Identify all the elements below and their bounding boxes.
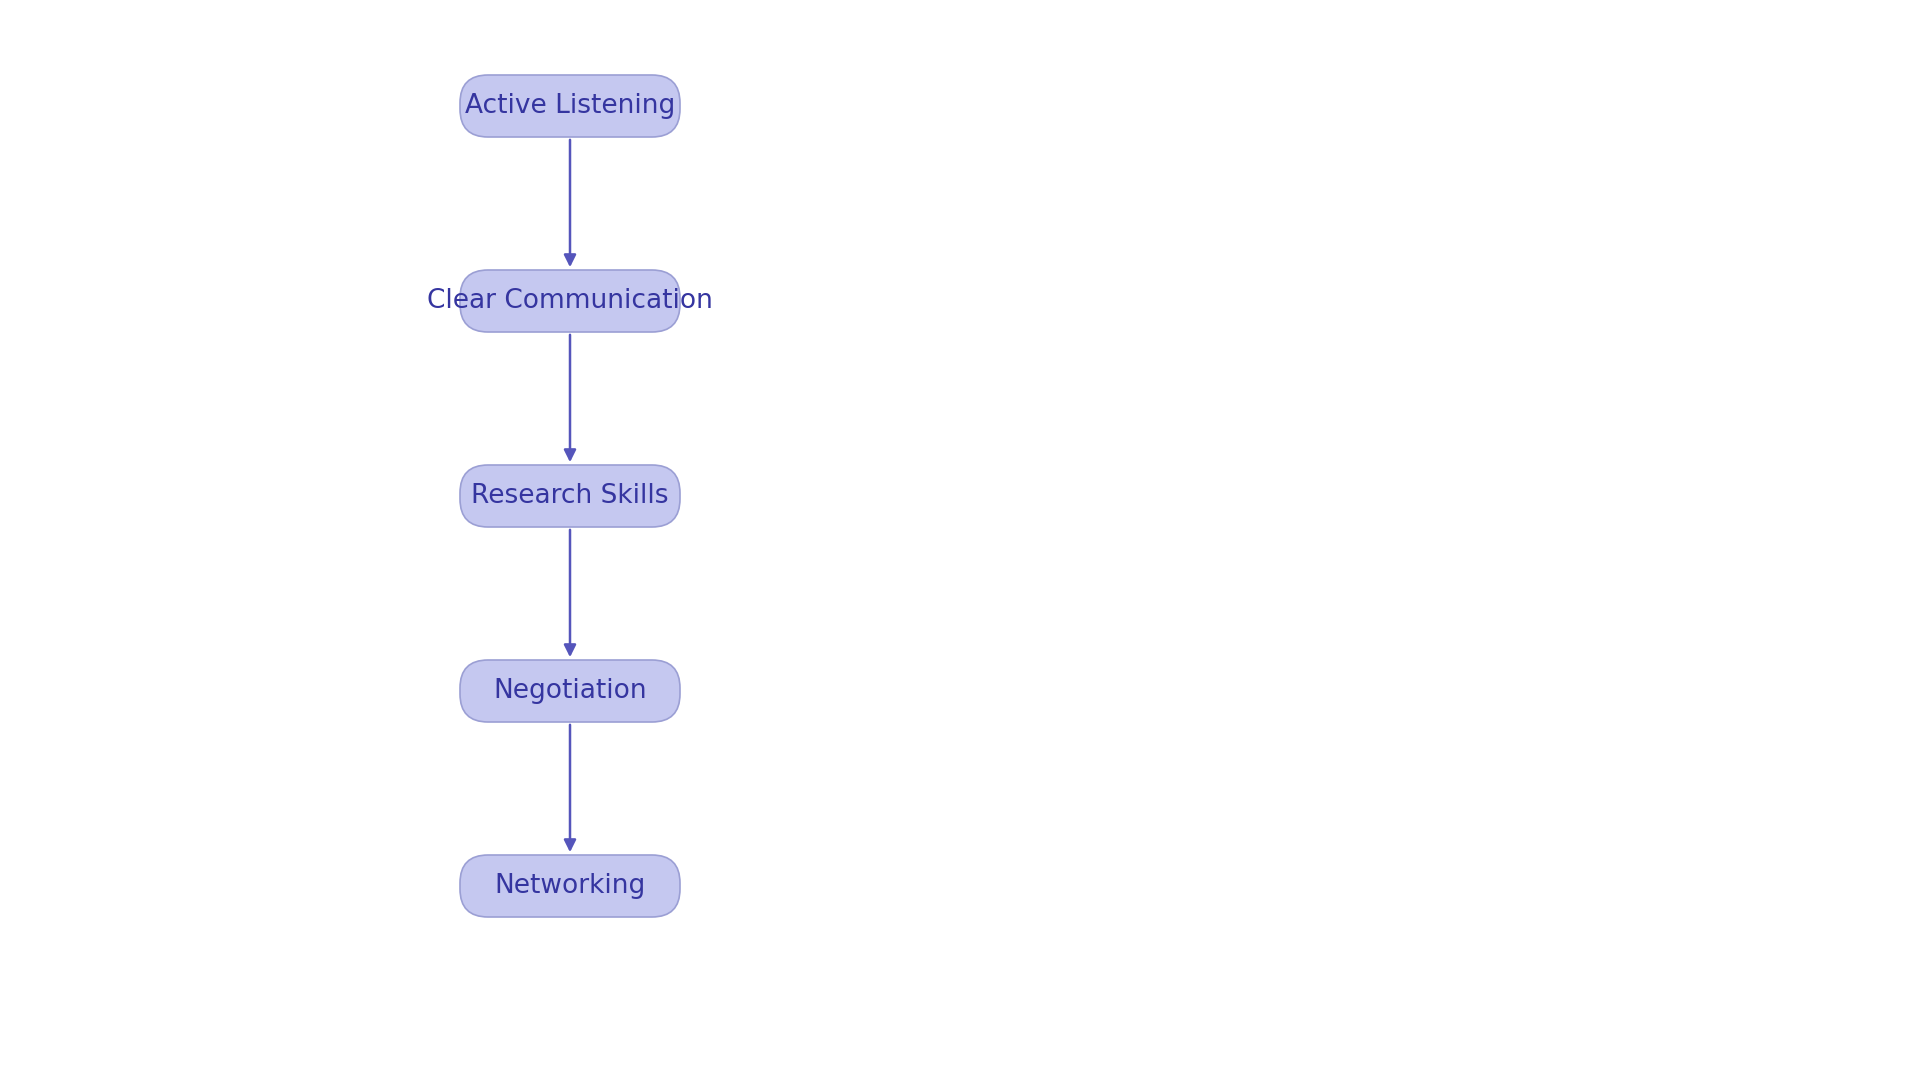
FancyBboxPatch shape [461, 75, 680, 138]
Text: Negotiation: Negotiation [493, 678, 647, 704]
FancyBboxPatch shape [461, 270, 680, 332]
FancyBboxPatch shape [461, 854, 680, 917]
Text: Research Skills: Research Skills [470, 483, 668, 509]
Text: Networking: Networking [493, 873, 645, 899]
Text: Clear Communication: Clear Communication [426, 288, 712, 314]
Text: Active Listening: Active Listening [465, 93, 676, 119]
FancyBboxPatch shape [461, 465, 680, 527]
FancyBboxPatch shape [461, 660, 680, 722]
